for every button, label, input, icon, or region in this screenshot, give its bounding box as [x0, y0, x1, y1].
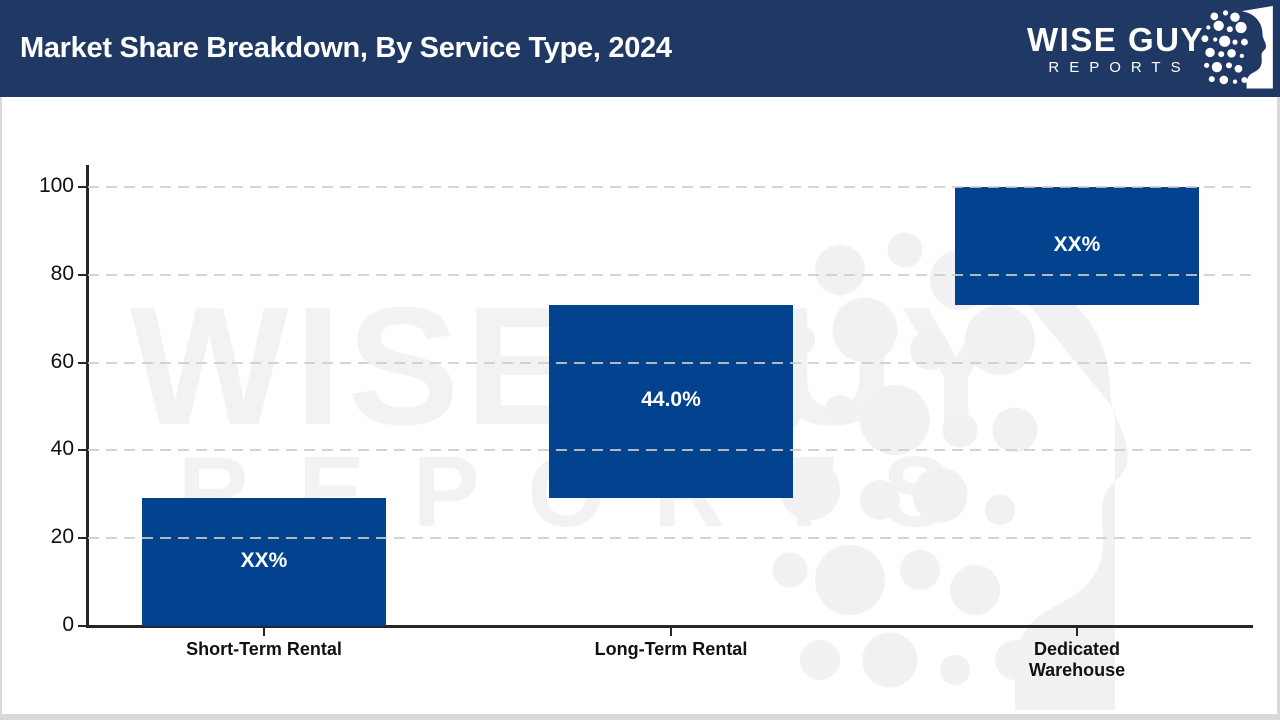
bar-segment-long-term-rental: [549, 304, 793, 498]
y-tick: [78, 449, 86, 452]
x-tick: [670, 627, 672, 636]
gridline: [88, 361, 1253, 364]
x-axis-line: [86, 625, 1253, 628]
y-tick: [78, 625, 86, 627]
y-tick-label: 80: [50, 261, 74, 285]
header-bar: Market Share Breakdown, By Service Type,…: [0, 0, 1280, 97]
logo-wordmark: WISE GUY REPORTS: [1027, 23, 1204, 75]
y-tick-label: 20: [50, 525, 74, 549]
y-tick: [78, 537, 86, 540]
bar-value-label: XX%: [1053, 232, 1101, 256]
left-frame-edge: [0, 97, 2, 720]
y-tick-label: 0: [62, 613, 74, 636]
y-tick: [78, 361, 86, 364]
x-tick-label: Long-Term Rental: [594, 639, 748, 659]
watermark-face-dots: [757, 232, 1128, 710]
page-title: Market Share Breakdown, By Service Type,…: [20, 32, 672, 64]
bottom-frame-edge: [0, 714, 1280, 720]
bar-value-label: 44.0%: [641, 388, 701, 412]
gridline: [88, 273, 1253, 276]
y-tick: [78, 186, 86, 188]
y-tick: [78, 273, 86, 276]
x-tick: [1076, 627, 1078, 636]
y-tick-label: 40: [50, 437, 74, 461]
gridline: [88, 186, 1253, 188]
bar-value-label: XX%: [240, 548, 288, 572]
y-tick-label: 100: [38, 174, 74, 197]
gridline: [88, 449, 1253, 452]
bar-segment-dedicated-warehouse: [955, 187, 1199, 305]
wise-guy-reports-logo: WISE GUY REPORTS: [1027, 5, 1280, 92]
x-tick-label: Short-Term Rental: [186, 639, 342, 659]
x-tick-label: Dedicated Warehouse: [1028, 639, 1126, 680]
logo-reports-text: REPORTS: [1048, 58, 1191, 76]
y-tick-label: 60: [50, 349, 74, 373]
logo-wise-guy-text: WISE GUY: [1026, 20, 1204, 58]
gridline: [88, 537, 1253, 540]
y-axis-line: [86, 165, 89, 628]
bar-segment-short-term-rental: [142, 497, 386, 626]
logo-face-icon: [1201, 5, 1273, 89]
right-frame-edge: [1277, 97, 1280, 720]
x-tick: [263, 627, 265, 636]
